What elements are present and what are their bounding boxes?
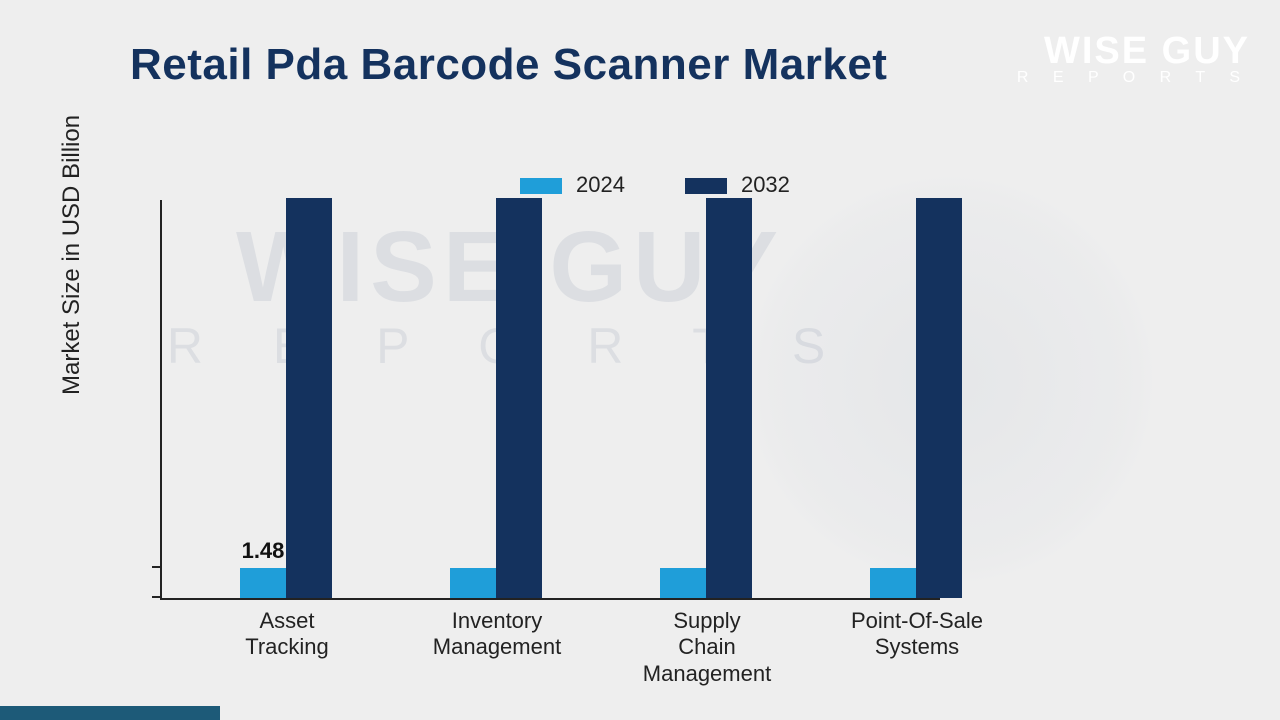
brand-line1: WISE GUY — [1017, 30, 1250, 73]
chart-title: Retail Pda Barcode Scanner Market — [130, 40, 887, 90]
brand-logo: WISE GUY R E P O R T S — [1017, 30, 1250, 87]
bar — [706, 198, 752, 598]
legend-item-1: 2032 — [685, 172, 790, 198]
legend-label-1: 2032 — [741, 172, 790, 197]
bottom-strip — [0, 706, 220, 720]
bar — [286, 198, 332, 598]
legend: 2024 2032 — [520, 172, 790, 198]
x-axis-label: SupplyChainManagement — [617, 608, 797, 687]
x-axis-label: InventoryManagement — [407, 608, 587, 661]
bar — [450, 568, 496, 598]
ytick — [152, 566, 162, 568]
legend-swatch-0 — [520, 178, 562, 194]
legend-swatch-1 — [685, 178, 727, 194]
bar — [660, 568, 706, 598]
bar — [496, 198, 542, 598]
y-axis-label: Market Size in USD Billion — [58, 115, 86, 395]
bar-value-label: 1.48 — [242, 538, 285, 564]
legend-item-0: 2024 — [520, 172, 625, 198]
bar — [240, 568, 286, 598]
brand-line2: R E P O R T S — [1017, 69, 1250, 87]
bar — [916, 198, 962, 598]
x-axis-label: AssetTracking — [197, 608, 377, 661]
legend-label-0: 2024 — [576, 172, 625, 197]
x-axis-label: Point-Of-SaleSystems — [827, 608, 1007, 661]
page: WISE GUY R E P O R T S Retail Pda Barcod… — [0, 0, 1280, 720]
ytick — [152, 596, 162, 598]
bar — [870, 568, 916, 598]
chart-area: 1.48 — [120, 200, 940, 600]
